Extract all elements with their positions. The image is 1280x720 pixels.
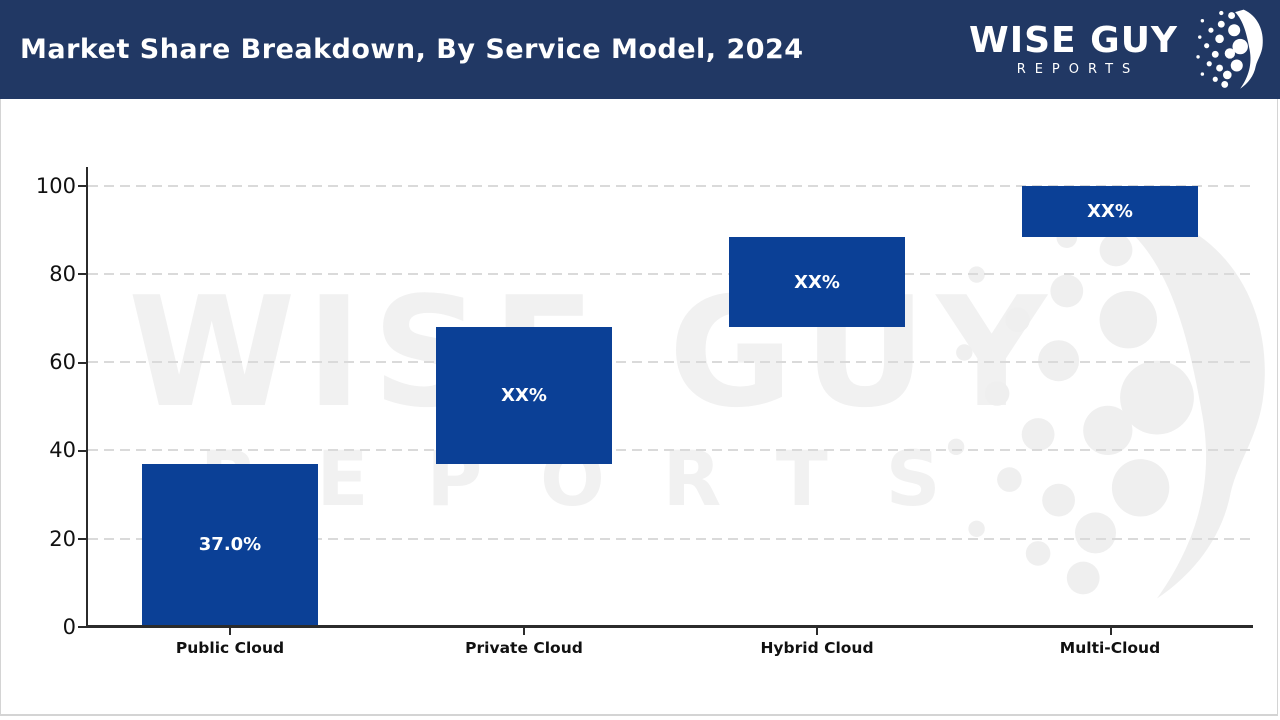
x-axis-label-hybrid-cloud: Hybrid Cloud [760,639,874,657]
bar-value-label: 37.0% [198,534,262,555]
y-tick [78,538,87,540]
x-axis-label-private-cloud: Private Cloud [465,639,583,657]
bar-value-label: XX% [1087,201,1133,222]
watermark-face-icon [947,221,1265,599]
y-tick-label: 20 [49,527,76,551]
header-banner: Market Share Breakdown, By Service Model… [0,0,1280,99]
x-axis-line [86,625,1253,628]
bar-public-cloud: 37.0% [142,464,318,625]
y-tick [78,273,87,275]
y-tick-label: 0 [62,615,76,639]
gridline-80 [88,273,1253,275]
x-axis-label-multi-cloud: Multi-Cloud [1059,639,1161,657]
logo-reports-text: REPORTS [1016,62,1140,77]
bar-multi-cloud: XX% [1022,186,1198,237]
wiseguy-face-icon [1196,9,1263,89]
x-axis-label-public-cloud: Public Cloud [175,639,285,657]
logo-wiseguy-text: WISE GUY [968,20,1178,61]
bar-value-label: XX% [794,271,840,293]
gridline-40 [88,449,1253,451]
x-tick [229,628,231,635]
bar-private-cloud: XX% [436,327,612,464]
y-tick-label: 60 [49,350,76,374]
gridline-100 [88,185,1253,187]
gridline-20 [88,538,1253,540]
bar-value-label: XX% [501,385,547,406]
x-tick [816,628,818,635]
x-tick [1110,628,1112,635]
y-tick [78,626,87,628]
y-tick-label: 40 [49,438,76,462]
y-tick [78,362,87,364]
y-tick-label: 80 [49,262,76,286]
bar-hybrid-cloud: XX% [729,237,905,327]
gridline-60 [88,361,1253,363]
wise-guy-logo: WISE GUY REPORTS [969,4,1266,96]
y-tick-label: 100 [35,174,76,198]
y-tick [78,185,87,187]
y-axis-line [86,167,88,628]
x-tick [523,628,525,635]
y-tick [78,450,87,452]
chart-title: Market Share Breakdown, By Service Model… [20,34,804,65]
logo-text: WISE GUY REPORTS [969,22,1178,78]
